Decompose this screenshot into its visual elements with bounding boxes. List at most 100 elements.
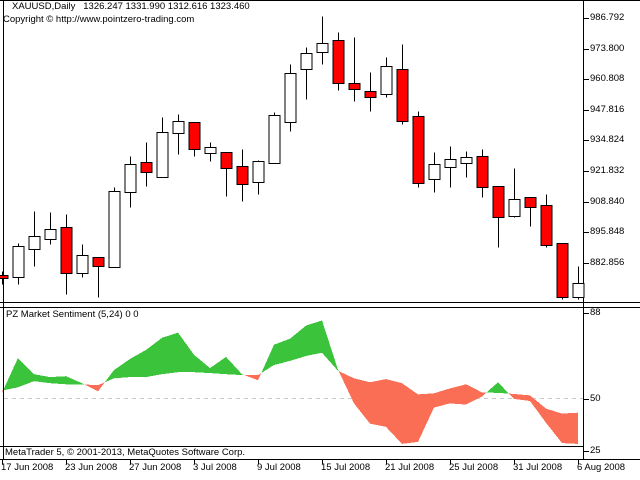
sentiment-fill <box>66 376 82 385</box>
sentiment-fill <box>562 412 578 444</box>
candle-body[interactable] <box>92 257 105 267</box>
sentiment-fill <box>226 356 242 376</box>
candle-body[interactable] <box>492 186 505 218</box>
candle-body[interactable] <box>444 159 457 168</box>
candle-body[interactable] <box>428 164 441 180</box>
price-axis-label: 908.840 <box>590 196 625 207</box>
candle-body[interactable] <box>0 275 9 279</box>
candle-body[interactable] <box>316 43 329 53</box>
candle-body[interactable] <box>204 147 217 154</box>
sentiment-fill <box>418 393 434 442</box>
candle-body[interactable] <box>284 73 297 123</box>
candle-body[interactable] <box>508 199 521 217</box>
candle-body[interactable] <box>268 115 281 164</box>
price-axis-label: 895.848 <box>590 226 625 237</box>
time-axis-label: 9 Jul 2008 <box>257 462 301 473</box>
candle-body[interactable] <box>332 40 345 84</box>
sentiment-fill <box>466 384 482 405</box>
sentiment-fill <box>162 332 178 375</box>
indicator-copyright: Copyright © http://www.pointzero-trading… <box>3 14 195 25</box>
candle-body[interactable] <box>44 229 57 240</box>
sentiment-fill <box>386 379 402 444</box>
sentiment-fill <box>450 384 466 405</box>
candle-body[interactable] <box>412 116 425 184</box>
candle-body[interactable] <box>124 164 137 193</box>
sentiment-fill <box>242 374 245 376</box>
candle-body[interactable] <box>172 121 185 134</box>
price-axis-label: 986.792 <box>590 12 625 23</box>
symbol-quote-line: XAUUSD,Daily 1326.247 1331.990 1312.616 … <box>12 1 250 12</box>
indicator-axis-label: 88 <box>590 307 601 318</box>
sentiment-fill <box>508 393 514 399</box>
candle-body[interactable] <box>12 246 25 278</box>
candle-body[interactable] <box>236 166 249 185</box>
candle-body[interactable] <box>76 255 89 274</box>
candle-body[interactable] <box>220 152 233 169</box>
price-axis-label: 947.816 <box>590 104 625 115</box>
price-axis-label: 960.808 <box>590 73 625 84</box>
time-axis-label: 15 Jul 2008 <box>321 462 371 473</box>
candle-body[interactable] <box>556 243 569 298</box>
candle-body[interactable] <box>108 191 121 268</box>
candle-body[interactable] <box>300 53 313 70</box>
candle-body[interactable] <box>28 236 41 250</box>
sentiment-fill <box>306 320 322 356</box>
sentiment-fill <box>210 356 226 375</box>
candle-body[interactable] <box>380 66 393 95</box>
sentiment-fill <box>290 325 306 361</box>
sentiment-fill <box>130 349 146 378</box>
time-axis-label: 6 Aug 2008 <box>577 462 626 473</box>
sentiment-fill <box>498 382 509 394</box>
price-axis-label: 973.800 <box>590 43 625 54</box>
sentiment-fill <box>50 376 66 385</box>
price-axis-label: 934.824 <box>590 134 625 145</box>
time-axis-label: 23 Jun 2008 <box>65 462 118 473</box>
indicator-pane-title: PZ Market Sentiment (5,24) 0 0 <box>6 309 139 320</box>
sentiment-fill <box>261 344 274 373</box>
time-axis-label: 3 Jul 2008 <box>193 462 237 473</box>
sentiment-fill <box>34 374 50 384</box>
candle-body[interactable] <box>188 122 201 150</box>
time-axis-label: 21 Jul 2008 <box>385 462 435 473</box>
sentiment-fill <box>18 358 34 388</box>
sentiment-fill <box>274 338 290 365</box>
candle-body[interactable] <box>60 227 73 274</box>
sentiment-fill <box>338 371 354 404</box>
sentiment-fill <box>546 408 562 444</box>
candle-body[interactable] <box>140 162 153 173</box>
indicator-axis-label: 25 <box>590 445 601 456</box>
sentiment-fill <box>486 382 498 393</box>
sentiment-fill <box>104 370 114 383</box>
sentiment-fill <box>322 320 338 371</box>
sentiment-fill <box>2 390 4 393</box>
candle-body[interactable] <box>364 91 377 98</box>
candle-body[interactable] <box>572 283 585 298</box>
platform-copyright: MetaTrader 5, © 2001-2013, MetaQuotes So… <box>5 447 246 458</box>
candle-body[interactable] <box>156 132 169 178</box>
sentiment-fill <box>434 388 450 408</box>
candle-body[interactable] <box>460 157 473 164</box>
candle-body[interactable] <box>540 205 553 246</box>
sentiment-fill <box>82 383 85 385</box>
candle-body[interactable] <box>252 161 265 183</box>
sentiment-fill <box>114 358 130 379</box>
sentiment-fill <box>258 373 262 381</box>
sentiment-fill <box>354 378 370 424</box>
sentiment-fill <box>530 395 546 423</box>
price-axis-label: 921.832 <box>590 165 625 176</box>
time-axis-label: 17 Jun 2008 <box>1 462 54 473</box>
sentiment-fill <box>3 358 18 391</box>
candle-body[interactable] <box>524 197 537 208</box>
candle-body[interactable] <box>476 156 489 188</box>
sentiment-fill <box>370 379 386 427</box>
sentiment-fill <box>178 332 194 373</box>
sentiment-fill <box>482 392 487 397</box>
time-axis-label: 25 Jul 2008 <box>449 462 499 473</box>
sentiment-fill <box>146 337 162 378</box>
candle-body[interactable] <box>348 83 361 90</box>
sentiment-fill <box>402 383 418 444</box>
sentiment-fill <box>194 354 210 374</box>
candle-body[interactable] <box>396 69 409 122</box>
